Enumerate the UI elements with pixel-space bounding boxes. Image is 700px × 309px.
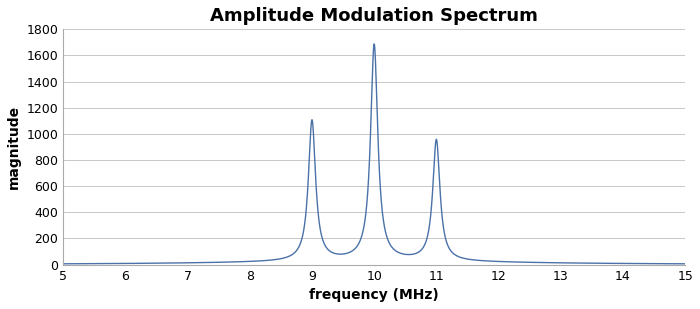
X-axis label: frequency (MHz): frequency (MHz) xyxy=(309,288,439,302)
Y-axis label: magnitude: magnitude xyxy=(7,105,21,189)
Title: Amplitude Modulation Spectrum: Amplitude Modulation Spectrum xyxy=(210,7,538,25)
